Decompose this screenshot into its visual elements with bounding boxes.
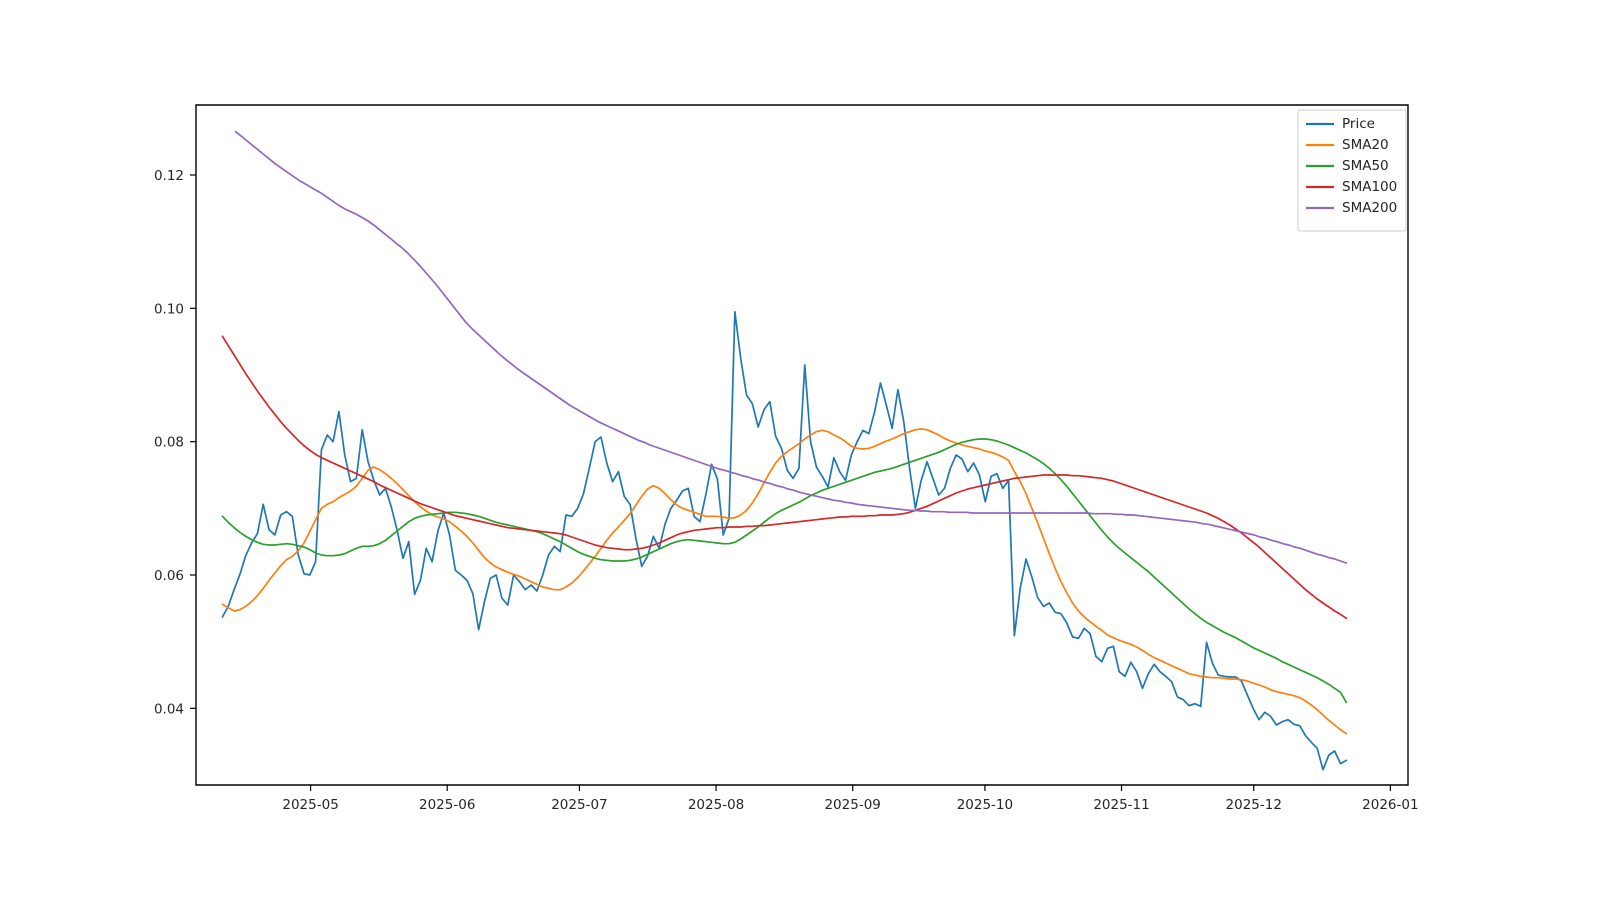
y-tick-label: 0.12 xyxy=(154,168,184,184)
legend-label-sma50[interactable]: SMA50 xyxy=(1342,158,1389,174)
x-tick-label: 2025-12 xyxy=(1226,797,1282,813)
axes-area: 0.04 0.06 0.08 0.10 0.12 2025-05 2025-06 2025-0… xyxy=(154,104,1419,813)
series-line-sma200 xyxy=(234,130,1348,564)
legend-label-sma200[interactable]: SMA200 xyxy=(1342,200,1397,216)
y-tick-label: 0.04 xyxy=(154,701,184,717)
chart-legend[interactable]: Price SMA20 SMA50 SMA100 SMA200 xyxy=(1297,109,1407,232)
legend-label-sma20[interactable]: SMA20 xyxy=(1342,137,1389,153)
legend-box xyxy=(1297,109,1407,232)
legend-label-sma100[interactable]: SMA100 xyxy=(1342,179,1397,195)
series-line-sma100 xyxy=(221,335,1348,620)
y-tick-label: 0.06 xyxy=(154,568,184,584)
series-line-sma20 xyxy=(221,428,1348,735)
series-line-sma50 xyxy=(221,438,1348,704)
x-tick-label: 2026-01 xyxy=(1362,797,1418,813)
series-area xyxy=(221,130,1348,771)
x-tick-label: 2025-08 xyxy=(688,797,744,813)
legend-label-price[interactable]: Price xyxy=(1342,116,1375,132)
series-line-price xyxy=(221,310,1348,771)
x-tick-label: 2025-10 xyxy=(957,797,1013,813)
axes-spines xyxy=(195,104,1409,786)
x-tick-label: 2025-09 xyxy=(824,797,880,813)
x-tick-label: 2025-11 xyxy=(1093,797,1149,813)
y-tick-label: 0.10 xyxy=(154,301,184,317)
x-tick-label: 2025-06 xyxy=(419,797,475,813)
y-tick-label: 0.08 xyxy=(154,435,184,451)
x-tick-label: 2025-05 xyxy=(282,797,338,813)
x-tick-label: 2025-07 xyxy=(551,797,607,813)
